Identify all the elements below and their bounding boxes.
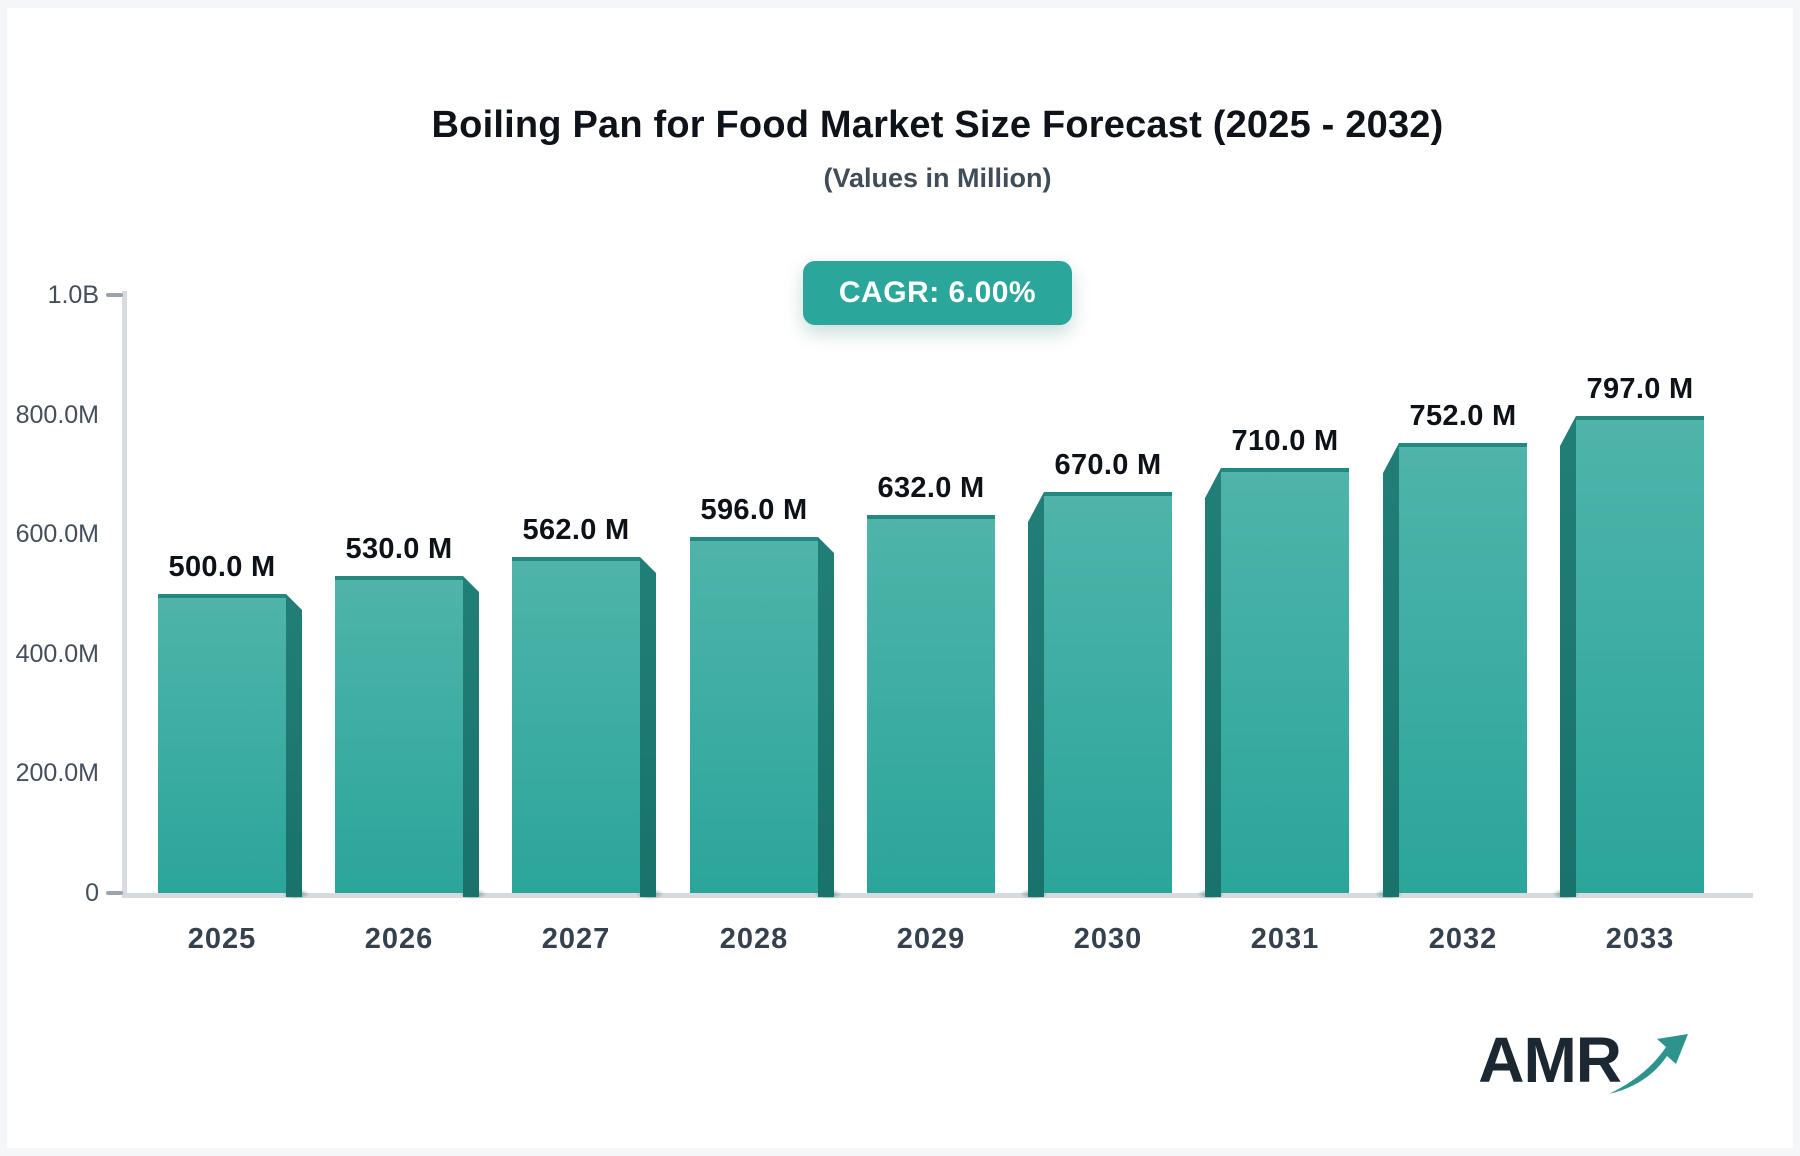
x-tick-label: 2031 — [1250, 923, 1320, 955]
bar-side-face — [286, 594, 302, 897]
x-tick-label: 2033 — [1605, 923, 1675, 955]
y-tick-label: 1.0B — [47, 281, 99, 309]
bar-side-face — [640, 557, 656, 897]
y-tick-label: 800.0M — [15, 400, 99, 429]
bar — [1576, 416, 1704, 893]
bar-value-label: 670.0 M — [1054, 449, 1162, 481]
chart-subtitle: (Values in Million) — [823, 163, 1052, 193]
bar — [158, 594, 286, 893]
bar-value-label: 562.0 M — [522, 514, 630, 546]
cagr-badge-row: CAGR: 6.00% — [122, 261, 1753, 325]
bar — [335, 576, 463, 893]
bar — [1044, 492, 1172, 893]
bar-side-face — [1560, 416, 1576, 897]
y-axis-line — [122, 291, 127, 898]
x-tick-label: 2030 — [1073, 923, 1143, 955]
chart-card: Boiling Pan for Food Market Size Forecas… — [7, 8, 1793, 1148]
bar — [1399, 443, 1527, 893]
chart-title: Boiling Pan for Food Market Size Forecas… — [431, 104, 1444, 146]
y-tick-label: 200.0M — [15, 759, 99, 788]
y-tick-label: 400.0M — [15, 639, 99, 668]
bar — [512, 557, 640, 893]
x-axis-line — [122, 893, 1753, 898]
bar-side-face — [1028, 492, 1044, 897]
x-tick-label: 2026 — [364, 923, 434, 955]
chart-header: Boiling Pan for Food Market Size Forecas… — [122, 104, 1753, 194]
x-tick-label: 2029 — [896, 923, 966, 955]
x-tick-label: 2027 — [541, 923, 611, 955]
growth-arrow-icon — [1609, 1034, 1688, 1094]
bar-side-face — [463, 576, 479, 897]
bar-value-label: 797.0 M — [1586, 373, 1694, 405]
bar-value-label: 632.0 M — [877, 472, 985, 504]
bar-value-label: 500.0 M — [168, 551, 276, 583]
bar — [867, 515, 995, 893]
bar-value-label: 710.0 M — [1231, 425, 1339, 457]
bar-side-face — [818, 537, 834, 897]
x-tick-label: 2028 — [719, 923, 789, 955]
bar-side-face — [1383, 443, 1399, 897]
bar-value-label: 596.0 M — [700, 494, 808, 526]
bar-value-label: 530.0 M — [345, 533, 453, 565]
bar-side-face — [1205, 468, 1221, 897]
y-tick-mark — [106, 891, 123, 895]
bar — [690, 537, 818, 893]
bar-value-label: 752.0 M — [1409, 400, 1517, 432]
y-tick-mark — [106, 293, 123, 297]
cagr-badge: CAGR: 6.00% — [802, 261, 1073, 325]
y-tick-label: 0 — [85, 879, 99, 907]
x-tick-label: 2025 — [187, 923, 257, 955]
amr-logo-text: AMR — [1478, 1024, 1622, 1096]
y-tick-label: 600.0M — [15, 520, 99, 549]
x-tick-label: 2032 — [1428, 923, 1498, 955]
amr-logo: AMR — [1478, 1024, 1693, 1098]
bar — [1221, 468, 1349, 893]
